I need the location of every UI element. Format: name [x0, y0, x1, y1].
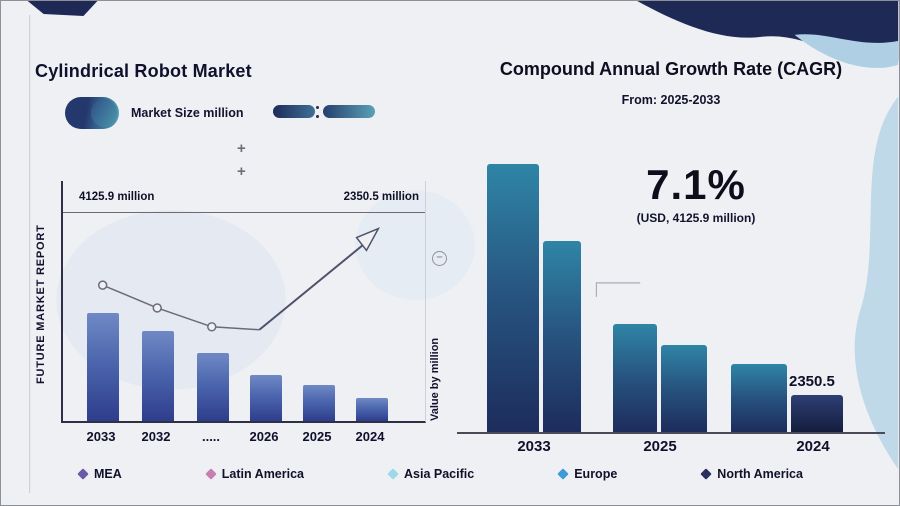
- market-bar: [303, 385, 335, 421]
- cagr-year-label: 2025: [643, 438, 677, 455]
- diamond-icon: [557, 468, 569, 480]
- gradient-pill-icon: [273, 105, 315, 118]
- legend-item-latin-america: Latin America: [205, 467, 304, 481]
- market-size-label: Market Size million: [131, 106, 244, 120]
- market-x-label: 2024: [355, 429, 385, 444]
- annotation-underline: [63, 212, 425, 213]
- cagr-bar-2025-secondary: [661, 345, 707, 432]
- cagr-chart: [456, 151, 886, 432]
- value-axis-label: Value by million: [429, 337, 441, 421]
- diamond-icon: [77, 468, 89, 480]
- market-x-label: .....: [201, 429, 221, 444]
- market-value-2033: 4125.9 million: [79, 191, 155, 203]
- cagr-year-label: 2033: [517, 438, 551, 455]
- market-bar: [356, 398, 388, 421]
- value-annotation-2024: 2350.5: [789, 373, 835, 390]
- legend-label: MEA: [94, 467, 122, 481]
- cagr-period: From: 2025-2033: [621, 93, 721, 107]
- cagr-title: Compound Annual Growth Rate (CAGR): [499, 59, 843, 79]
- cagr-x-axis: 2033 2025 2024: [456, 438, 886, 458]
- minus-circle-icon: –: [432, 251, 447, 266]
- plus-decoration: +: [237, 163, 246, 180]
- plus-decoration: +: [237, 140, 246, 157]
- market-bar: [142, 331, 174, 421]
- market-value-2024: 2350.5 million: [343, 191, 419, 203]
- market-x-label: 2026: [249, 429, 279, 444]
- legend-item-europe: Europe: [557, 467, 618, 481]
- corner-navy-shape: [637, 1, 899, 62]
- market-size-legend: Market Size million: [65, 97, 395, 131]
- legend-label: Asia Pacific: [404, 467, 475, 481]
- market-size-chart: 4125.9 million 2350.5 million: [61, 181, 426, 423]
- market-bar: [87, 313, 119, 421]
- cagr-bar-2024-primary: [731, 364, 787, 432]
- cylinder-icon: [65, 97, 119, 129]
- legend-item-north-america: North America: [700, 467, 803, 481]
- cagr-bar-2033-primary: [487, 164, 539, 432]
- cagr-value: 7.1%: [646, 161, 746, 208]
- left-chart-title: Cylindrical Robot Market: [35, 61, 252, 81]
- colon-dots-icon: [316, 106, 320, 118]
- diamond-icon: [205, 468, 217, 480]
- legend-item-mea: MEA: [77, 467, 122, 481]
- cagr-bar-2025-primary: [613, 324, 657, 432]
- legend-label: Europe: [574, 467, 618, 481]
- diamond-icon: [700, 468, 712, 480]
- market-x-label: 2025: [302, 429, 332, 444]
- market-bar: [197, 353, 229, 421]
- market-x-label: 2032: [141, 429, 171, 444]
- cagr-callout: 7.1% (USD, 4125.9 million): [591, 161, 801, 225]
- cagr-axis-line: [457, 432, 885, 434]
- market-x-axis: 2033 2032..... 2026 2025 2024: [61, 429, 426, 447]
- legend-label: Latin America: [221, 467, 304, 481]
- market-x-label: 2033: [86, 429, 116, 444]
- cagr-bar-2033-secondary: [543, 241, 581, 432]
- trend-arrow: [97, 227, 381, 332]
- market-bar: [250, 375, 282, 421]
- future-market-report-label: FUTURE MARKET REPORT: [35, 224, 47, 384]
- gradient-pill-icon: [323, 105, 375, 118]
- legend-label: North America: [717, 467, 803, 481]
- legend-item-asia-pacific: Asia Pacific: [387, 467, 475, 481]
- diamond-icon: [387, 468, 399, 480]
- cagr-note: (USD, 4125.9 million): [636, 211, 756, 225]
- cagr-year-label: 2024: [796, 438, 830, 455]
- cagr-bar-2024-secondary: [791, 395, 843, 432]
- region-legend: MEA Latin America Asia Pacific Europe North …: [77, 467, 803, 481]
- top-left-navy-shape: [27, 1, 98, 16]
